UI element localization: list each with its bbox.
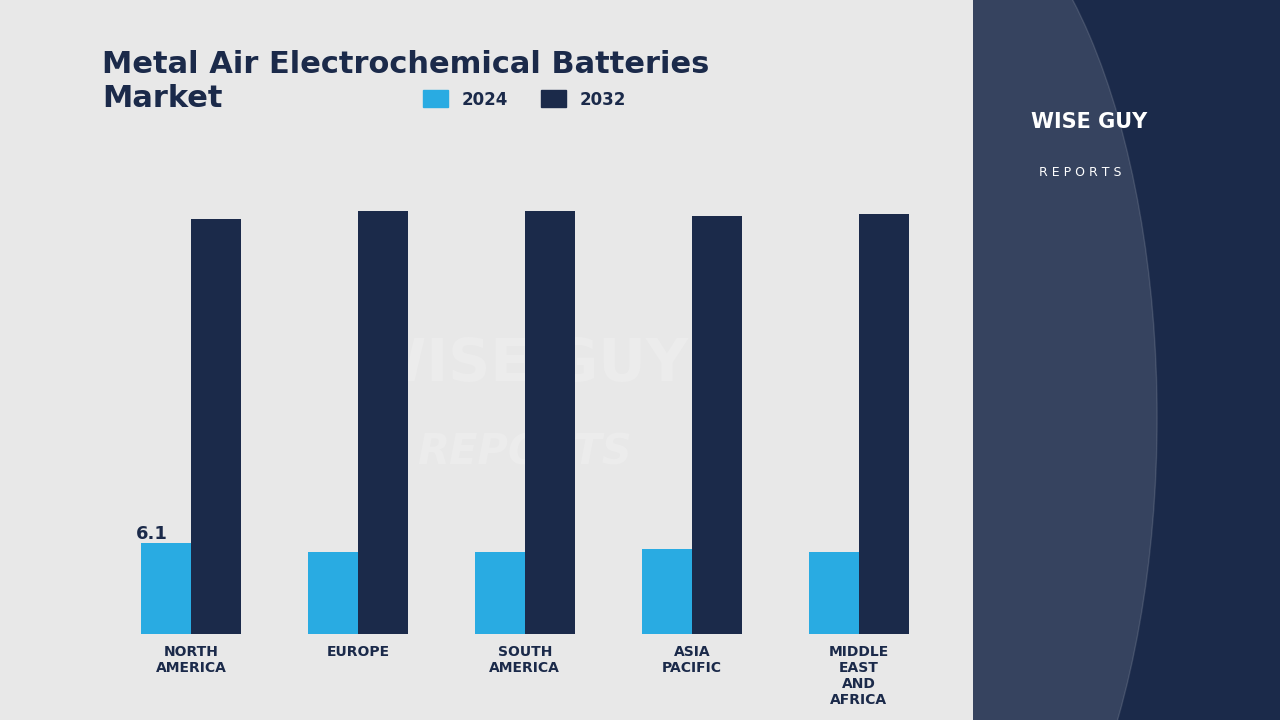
Text: REPORTS: REPORTS (417, 431, 632, 473)
Bar (809, 552, 859, 634)
Text: R E P O R T S: R E P O R T S (1039, 166, 1121, 179)
Bar (641, 549, 691, 634)
Bar (525, 212, 575, 634)
Text: WISE GUY: WISE GUY (362, 336, 687, 392)
Bar (191, 219, 241, 634)
Text: Metal Air Electrochemical Batteries
Market: Metal Air Electrochemical Batteries Mark… (102, 50, 710, 113)
Legend: 2024, 2032: 2024, 2032 (415, 82, 635, 117)
Bar (691, 216, 742, 634)
Bar (475, 552, 525, 634)
Bar (141, 544, 191, 634)
Bar (859, 215, 909, 634)
Bar (307, 552, 358, 634)
Bar (358, 212, 408, 634)
Text: 6.1: 6.1 (136, 525, 168, 543)
Circle shape (696, 0, 1157, 720)
Text: WISE GUY: WISE GUY (1032, 112, 1148, 132)
